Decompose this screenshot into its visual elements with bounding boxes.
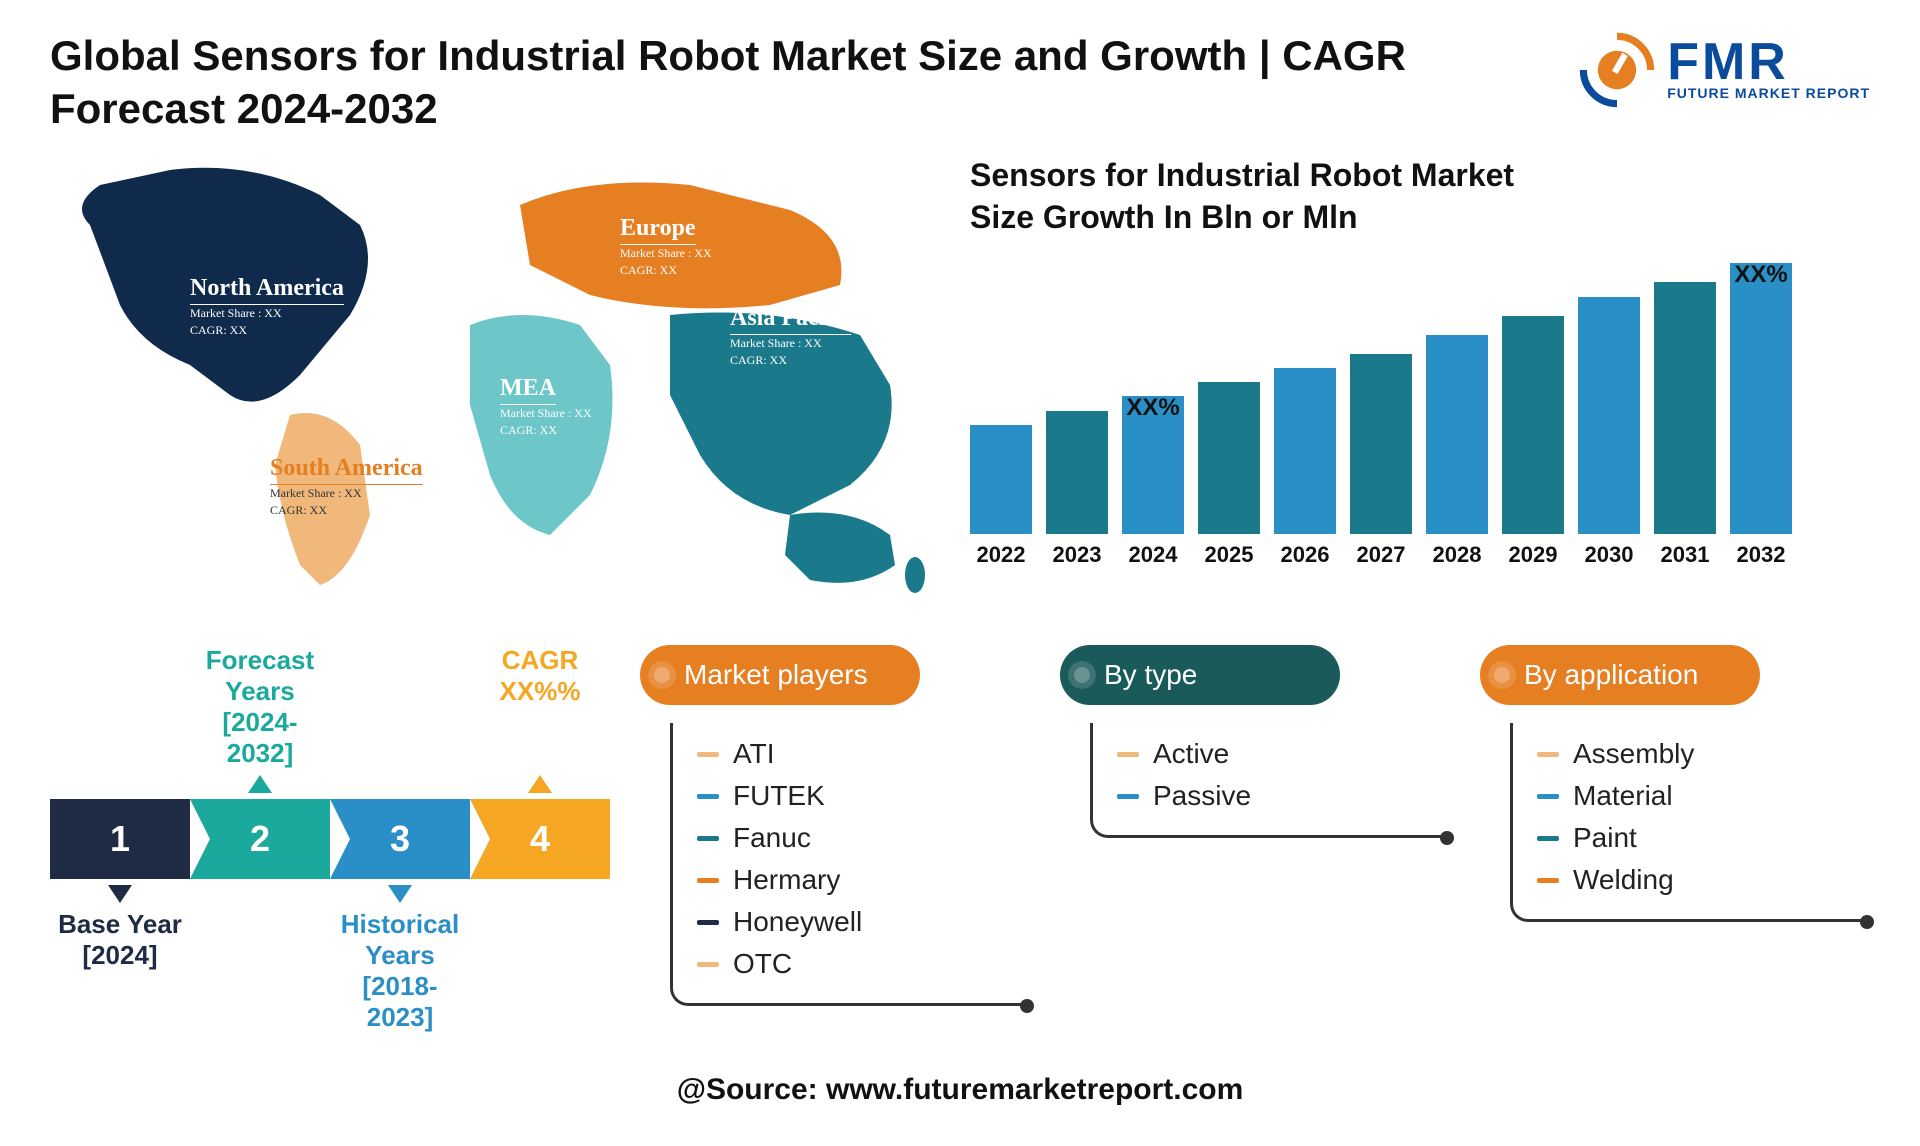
- list-item: Active: [1117, 733, 1450, 775]
- logo-text-main: FMR: [1667, 39, 1870, 86]
- timeline-seg-4: 4: [470, 799, 610, 879]
- triangle-icon: [528, 775, 552, 793]
- bar-2030: 2030: [1578, 297, 1640, 569]
- world-map: North AmericaMarket Share : XXCAGR: XX So…: [50, 155, 930, 595]
- bar-2026: 2026: [1274, 368, 1336, 568]
- list-item: Hermary: [697, 859, 1030, 901]
- timeline-label: Forecast Years[2024-2032]: [190, 645, 330, 769]
- list-item: Welding: [1537, 859, 1870, 901]
- category-panels: Market players ATIFUTEKFanucHermaryHoneyw…: [640, 645, 1870, 1006]
- timeline-seg-2: 2: [190, 799, 330, 879]
- region-nz: [905, 557, 925, 593]
- list-item: Material: [1537, 775, 1870, 817]
- list-item: FUTEK: [697, 775, 1030, 817]
- timeline: Forecast Years[2024-2032] CAGRXX%% 1234 B…: [50, 645, 610, 1033]
- header: Global Sensors for Industrial Robot Mark…: [50, 30, 1870, 135]
- triangle-icon: [388, 885, 412, 903]
- fmr-logo-icon: [1577, 30, 1657, 110]
- region-label-south_america: South AmericaMarket Share : XXCAGR: XX: [270, 455, 423, 519]
- chart-title: Sensors for Industrial Robot Market Size…: [970, 155, 1520, 238]
- category-market-players: Market players ATIFUTEKFanucHermaryHoneyw…: [640, 645, 1030, 1006]
- list-item: Assembly: [1537, 733, 1870, 775]
- category-by-application: By application AssemblyMaterialPaintWeldi…: [1480, 645, 1870, 1006]
- bar-2023: 2023: [1046, 411, 1108, 569]
- list-item: Fanuc: [697, 817, 1030, 859]
- region-label-mea: MEAMarket Share : XXCAGR: XX: [500, 375, 592, 439]
- timeline-label: CAGRXX%%: [470, 645, 610, 769]
- list-item: ATI: [697, 733, 1030, 775]
- list-item: OTC: [697, 943, 1030, 985]
- bar-2032: XX%2032: [1730, 263, 1792, 568]
- bar-2027: 2027: [1350, 354, 1412, 569]
- timeline-seg-1: 1: [50, 799, 190, 879]
- bar-2024: XX%2024: [1122, 396, 1184, 568]
- bar-2031: 2031: [1654, 282, 1716, 568]
- timeline-label: Base Year[2024]: [50, 909, 190, 1033]
- triangle-icon: [248, 775, 272, 793]
- timeline-label: Historical Years[2018-2023]: [330, 909, 470, 1033]
- region-label-europe: EuropeMarket Share : XXCAGR: XX: [620, 215, 712, 279]
- timeline-seg-3: 3: [330, 799, 470, 879]
- chart-bars: 20222023XX%20242025202620272028202920302…: [970, 248, 1870, 568]
- region-label-north_america: North AmericaMarket Share : XXCAGR: XX: [190, 275, 344, 339]
- bar-2025: 2025: [1198, 382, 1260, 568]
- bar-2029: 2029: [1502, 316, 1564, 569]
- bar-2022: 2022: [970, 425, 1032, 568]
- logo-text-sub: FUTURE MARKET REPORT: [1667, 85, 1870, 101]
- brand-logo: FMR FUTURE MARKET REPORT: [1577, 30, 1870, 110]
- category-pill: By type: [1060, 645, 1340, 705]
- category-by-type: By type ActivePassive: [1060, 645, 1450, 1006]
- category-pill: Market players: [640, 645, 920, 705]
- list-item: Paint: [1537, 817, 1870, 859]
- bar-chart: Sensors for Industrial Robot Market Size…: [970, 155, 1870, 595]
- list-item: Honeywell: [697, 901, 1030, 943]
- category-pill: By application: [1480, 645, 1760, 705]
- triangle-icon: [108, 885, 132, 903]
- list-item: Passive: [1117, 775, 1450, 817]
- bar-2028: 2028: [1426, 335, 1488, 569]
- region-label-asia_pacific: Asia PacificMarket Share : XXCAGR: XX: [730, 305, 851, 369]
- region-australia: [785, 513, 895, 583]
- source-attribution: @Source: www.futuremarketreport.com: [50, 1073, 1870, 1107]
- page-title: Global Sensors for Industrial Robot Mark…: [50, 30, 1500, 135]
- map-svg: [50, 155, 930, 595]
